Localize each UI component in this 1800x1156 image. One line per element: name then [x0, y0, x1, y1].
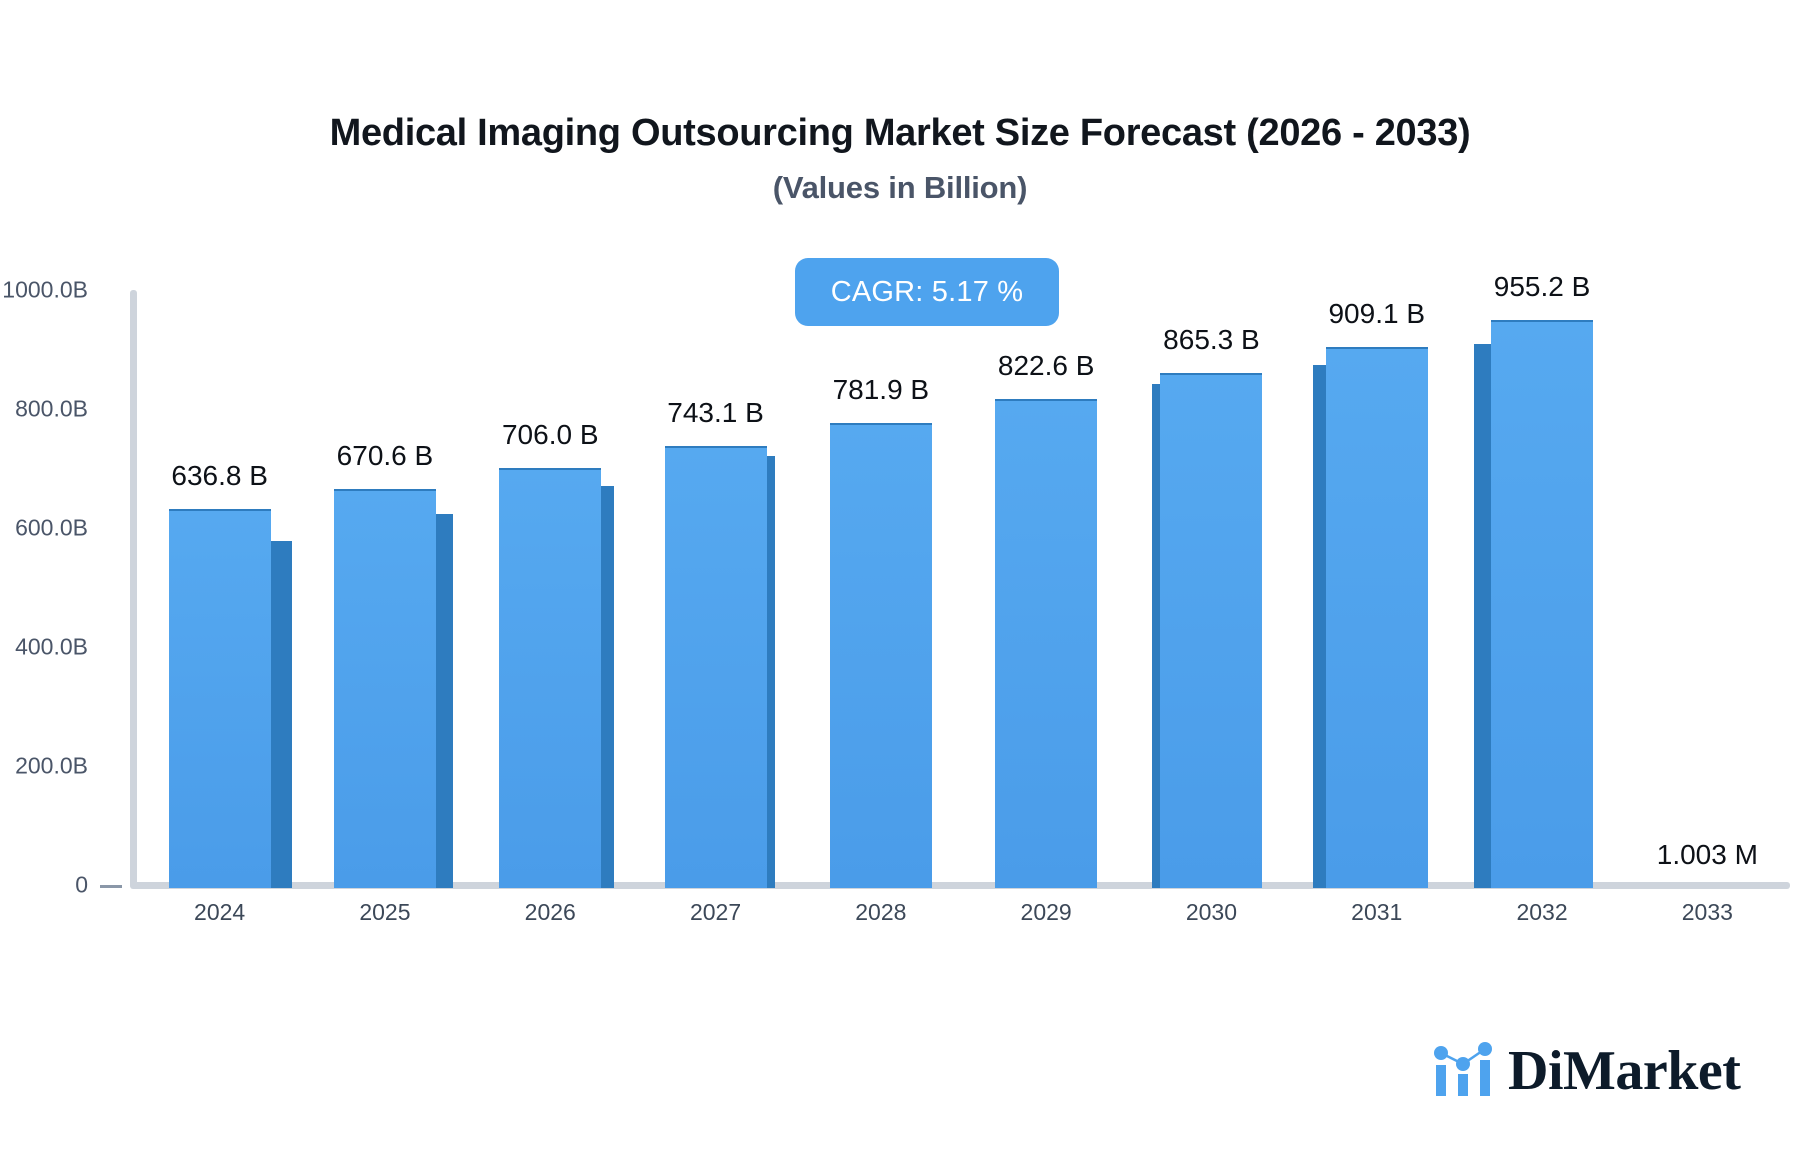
- x-axis-tick-label: 2031: [1351, 899, 1403, 925]
- x-axis-tick-label: 2025: [359, 899, 411, 925]
- bar-front-face: [829, 422, 932, 888]
- bar[interactable]: [1312, 347, 1428, 888]
- bar[interactable]: [168, 509, 293, 888]
- bar[interactable]: [664, 445, 776, 888]
- bar-value-label: 865.3 B: [1163, 324, 1260, 356]
- bar[interactable]: [829, 422, 932, 888]
- bar-side-face: [1312, 364, 1326, 888]
- bar-value-label: 706.0 B: [501, 418, 599, 450]
- bar-value-label: 909.1 B: [1328, 298, 1426, 330]
- bar-value-label: 670.6 B: [336, 439, 434, 471]
- bar-front-face: [168, 509, 271, 888]
- bar-side-face: [766, 456, 776, 888]
- x-axis-tick-label: 2033: [1681, 899, 1733, 925]
- x-axis-tick-label: 2032: [1516, 899, 1568, 925]
- chart-subtitle: (Values in Billion): [772, 170, 1028, 205]
- logo-wordmark: DiMarket: [1508, 1040, 1741, 1103]
- bar[interactable]: [1473, 319, 1594, 888]
- bar-front-face: [1160, 373, 1263, 888]
- bar[interactable]: [499, 467, 615, 888]
- y-axis-tick-label: 0: [75, 871, 88, 898]
- bar-value-label: 1.003 M: [1656, 839, 1758, 870]
- bar-value-label: 636.8 B: [171, 460, 268, 492]
- x-axis-tick-label: 2030: [1185, 899, 1238, 925]
- bar[interactable]: [1151, 373, 1263, 888]
- dimarket-logo: DiMarket: [1432, 1040, 1741, 1103]
- x-axis-tick-label: 2024: [194, 899, 246, 925]
- y-axis-tick-label: 400.0B: [15, 633, 88, 660]
- page-title: Medical Imaging Outsourcing Market Size …: [329, 112, 1471, 154]
- y-axis-tick-label: 600.0B: [15, 514, 88, 541]
- bar-side-face: [601, 485, 615, 888]
- bar-value-label: 955.2 B: [1493, 270, 1591, 302]
- bar[interactable]: [333, 489, 454, 888]
- x-axis-tick-label: 2027: [689, 899, 742, 925]
- bar-side-face: [270, 540, 293, 888]
- y-axis-tick-label: 800.0B: [15, 395, 88, 422]
- bar-front-face: [333, 489, 436, 888]
- x-axis-line: [130, 882, 1790, 889]
- bar-value-label: 822.6 B: [997, 349, 1095, 381]
- bar-front-face: [1325, 347, 1428, 888]
- bar-side-face: [435, 513, 454, 888]
- bar-front-face: [499, 467, 602, 888]
- x-axis-tick-label: 2026: [524, 899, 576, 925]
- y-axis-line: [130, 290, 137, 888]
- cagr-badge: CAGR: 5.17 %: [795, 258, 1059, 326]
- bar-value-label: 743.1 B: [667, 396, 764, 428]
- bar-value-label: 781.9 B: [832, 373, 930, 405]
- y-axis-tick-label: 200.0B: [15, 752, 88, 779]
- bar-chart-dots-icon: [1434, 1042, 1492, 1096]
- bar-side-face: [1473, 344, 1492, 888]
- bar-front-face: [1491, 319, 1594, 888]
- bar-front-face: [664, 445, 767, 888]
- bar-side-face: [1151, 383, 1161, 888]
- y-axis-tick-label: 1000.0B: [2, 276, 88, 303]
- cagr-badge-label: CAGR: 5.17 %: [830, 275, 1024, 308]
- y-axis-zero-tick: [100, 885, 122, 888]
- x-axis-tick-label: 2029: [1020, 899, 1072, 925]
- bar[interactable]: [995, 398, 1098, 888]
- x-axis-tick-label: 2028: [855, 899, 907, 925]
- bar-front-face: [995, 398, 1098, 888]
